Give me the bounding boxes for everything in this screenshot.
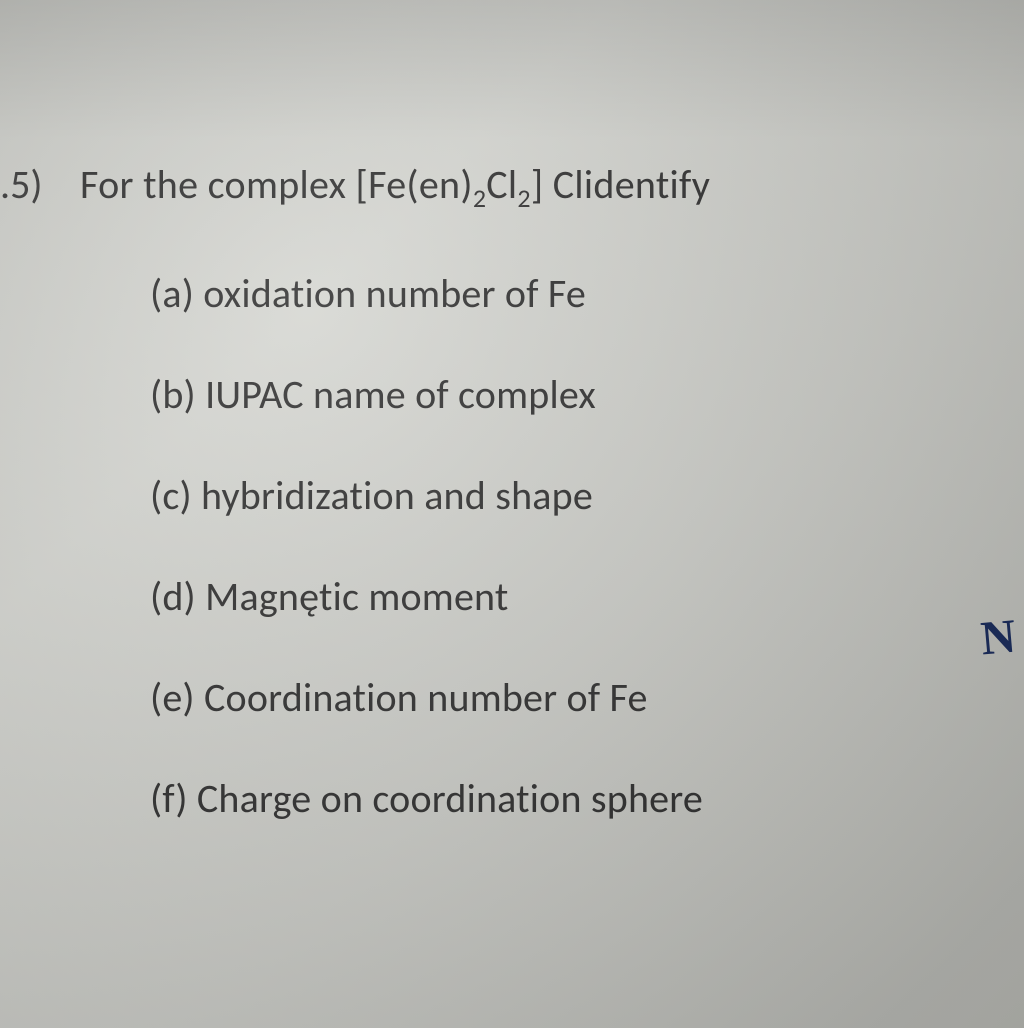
question-formula: For the complex [Fe(en)2Cl2] Clidentify bbox=[80, 160, 710, 209]
option-c: (c) hybridization and shape bbox=[150, 471, 1004, 520]
option-e: (e) Coordination number of Fe bbox=[150, 673, 1004, 722]
handwritten-n: N bbox=[979, 609, 1018, 667]
option-label: (b) bbox=[150, 370, 196, 419]
option-text: Coordination number of Fe bbox=[204, 673, 648, 722]
option-label: (f) bbox=[150, 774, 188, 823]
option-label: (a) bbox=[150, 269, 194, 318]
option-text: IUPAC name of complex bbox=[205, 370, 596, 419]
option-b: (b) IUPAC name of complex bbox=[150, 370, 1004, 419]
question-row: .5) For the complex [Fe(en)2Cl2] Clident… bbox=[0, 160, 1004, 209]
option-text: hybridization and shape bbox=[201, 471, 593, 520]
stem-prefix: For the complex [Fe(en) bbox=[80, 160, 473, 209]
option-d: (d) Magnętic moment bbox=[150, 572, 1004, 621]
option-label: (e) bbox=[150, 673, 195, 722]
option-text: Magnętic moment bbox=[205, 572, 508, 621]
option-label: (d) bbox=[150, 572, 196, 621]
question-number: .5) bbox=[0, 160, 80, 209]
option-f: (f) Charge on coordination sphere bbox=[150, 774, 1004, 823]
option-a: (a) oxidation number of Fe bbox=[150, 269, 1004, 318]
option-text: oxidation number of Fe bbox=[203, 269, 586, 318]
sub-en: 2 bbox=[473, 182, 486, 214]
sub-cl: 2 bbox=[517, 182, 530, 214]
option-text: Charge on coordination sphere bbox=[197, 774, 703, 823]
stem-suffix: ] Clidentify bbox=[531, 160, 710, 209]
options-list: (a) oxidation number of Fe (b) IUPAC nam… bbox=[0, 269, 1004, 823]
question-stem: For the complex [Fe(en)2Cl2] Clidentify bbox=[80, 160, 710, 209]
page-content: .5) For the complex [Fe(en)2Cl2] Clident… bbox=[0, 0, 1024, 915]
option-label: (c) bbox=[150, 471, 192, 520]
stem-mid: Cl bbox=[486, 160, 517, 209]
